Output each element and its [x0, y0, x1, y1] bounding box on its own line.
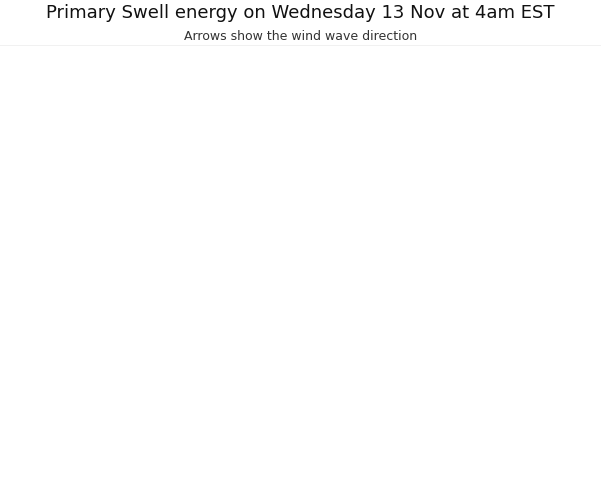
Text: Arrows show the wind wave direction: Arrows show the wind wave direction — [184, 31, 417, 44]
Text: cartopy required: cartopy required — [243, 267, 358, 281]
Text: Primary Swell energy on Wednesday 13 Nov at 4am EST: Primary Swell energy on Wednesday 13 Nov… — [46, 4, 555, 22]
